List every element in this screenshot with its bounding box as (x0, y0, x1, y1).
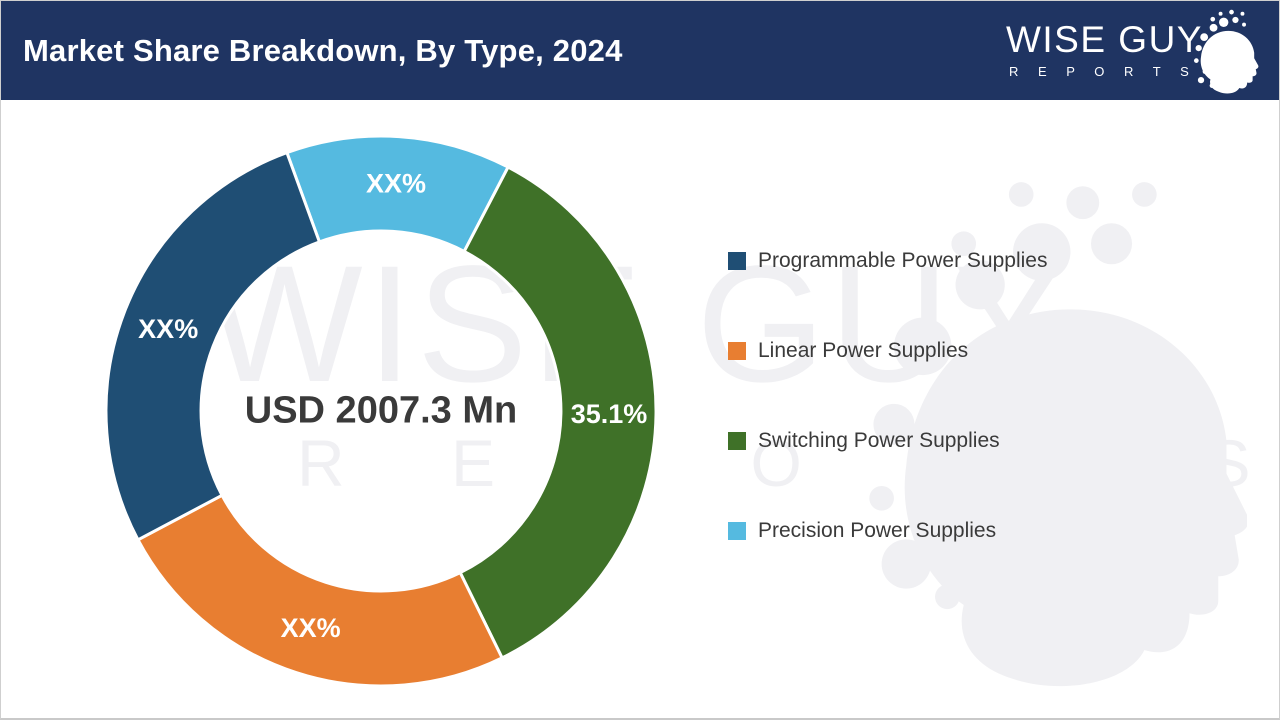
segment-label-switching-power-supplies: 35.1% (571, 399, 648, 429)
watermark-head-icon (869, 182, 1247, 687)
legend-label: Programmable Power Supplies (758, 249, 1048, 272)
chart-center-value: USD 2007.3 Mn (244, 389, 518, 432)
legend-item-linear: Linear Power Supplies (728, 338, 1047, 364)
segment-label-programmable-power-supplies: XX% (138, 314, 198, 344)
header-bar: Market Share Breakdown, By Type, 2024 WI… (1, 1, 1279, 100)
logo-head-icon (1193, 9, 1259, 94)
donut-segment-switching-power-supplies (458, 165, 658, 660)
donut-chart: XX% 35.1% XX% XX% (104, 134, 658, 688)
segment-label-precision-power-supplies: XX% (366, 169, 426, 199)
donut-segment-linear-power-supplies (136, 493, 504, 688)
legend-label: Linear Power Supplies (758, 339, 969, 362)
logo-text: WISE GUY R E P O R T S (1006, 21, 1203, 79)
legend-swatch-linear (728, 342, 746, 360)
legend-item-precision: Precision Power Supplies (728, 518, 1047, 544)
segment-label-linear-power-supplies: XX% (281, 613, 341, 643)
legend-item-programmable: Programmable Power Supplies (728, 248, 1047, 274)
page-title: Market Share Breakdown, By Type, 2024 (23, 32, 623, 68)
legend-item-switching: Switching Power Supplies (728, 428, 1047, 454)
logo-wordmark: WISE GUY (1005, 19, 1203, 60)
chart-legend: Programmable Power Supplies Linear Power… (728, 248, 1047, 608)
wise-guy-reports-logo: WISE GUY R E P O R T S (1006, 7, 1269, 95)
legend-swatch-switching (728, 432, 746, 450)
legend-label: Switching Power Supplies (758, 429, 1000, 452)
legend-label: Precision Power Supplies (758, 519, 997, 542)
watermark: WISE GUY R E P O R T S (1, 100, 1279, 718)
donut-segment-programmable-power-supplies (104, 151, 321, 542)
logo-subtitle: R E P O R T S (1008, 64, 1197, 79)
legend-swatch-precision (728, 522, 746, 540)
legend-swatch-programmable (728, 252, 746, 270)
